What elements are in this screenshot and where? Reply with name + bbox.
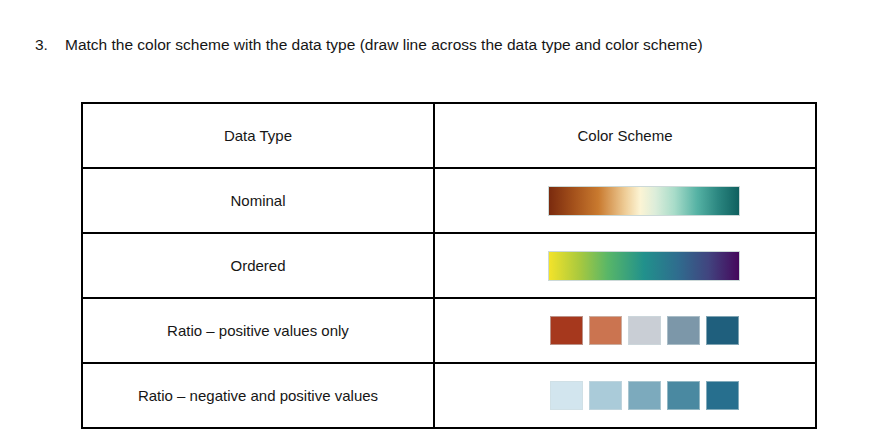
color-swatch — [667, 381, 700, 410]
match-table: Data Type Color Scheme Nominal Ordered — [81, 102, 817, 429]
question-line: 3. Match the color scheme with the data … — [35, 35, 703, 56]
color-swatch — [706, 316, 739, 345]
table-row: Ordered — [82, 233, 816, 298]
scheme-ratio-negative-positive-swatches — [550, 381, 739, 410]
color-swatch — [589, 381, 622, 410]
scheme-ratio-positive-swatches — [550, 316, 739, 345]
color-swatch — [628, 381, 661, 410]
color-swatch — [628, 316, 661, 345]
header-color-scheme: Color Scheme — [434, 103, 816, 168]
scheme-nominal-gradient — [548, 186, 740, 216]
color-swatch — [667, 316, 700, 345]
color-swatch — [589, 316, 622, 345]
data-type-label-ratio-negative-positive: Ratio – negative and positive values — [82, 363, 434, 428]
table-row: Nominal — [82, 168, 816, 233]
question-text: Match the color scheme with the data typ… — [65, 35, 703, 56]
scheme-ordered-gradient — [548, 251, 740, 281]
color-swatch — [706, 381, 739, 410]
data-type-label-ordered: Ordered — [82, 233, 434, 298]
color-swatch — [550, 316, 583, 345]
data-type-label-ratio-positive: Ratio – positive values only — [82, 298, 434, 363]
table-row: Ratio – positive values only — [82, 298, 816, 363]
question-number: 3. — [35, 35, 65, 56]
table-row: Ratio – negative and positive values — [82, 363, 816, 428]
table-header-row: Data Type Color Scheme — [82, 103, 816, 168]
color-swatch — [550, 381, 583, 410]
data-type-label-nominal: Nominal — [82, 168, 434, 233]
header-data-type: Data Type — [82, 103, 434, 168]
